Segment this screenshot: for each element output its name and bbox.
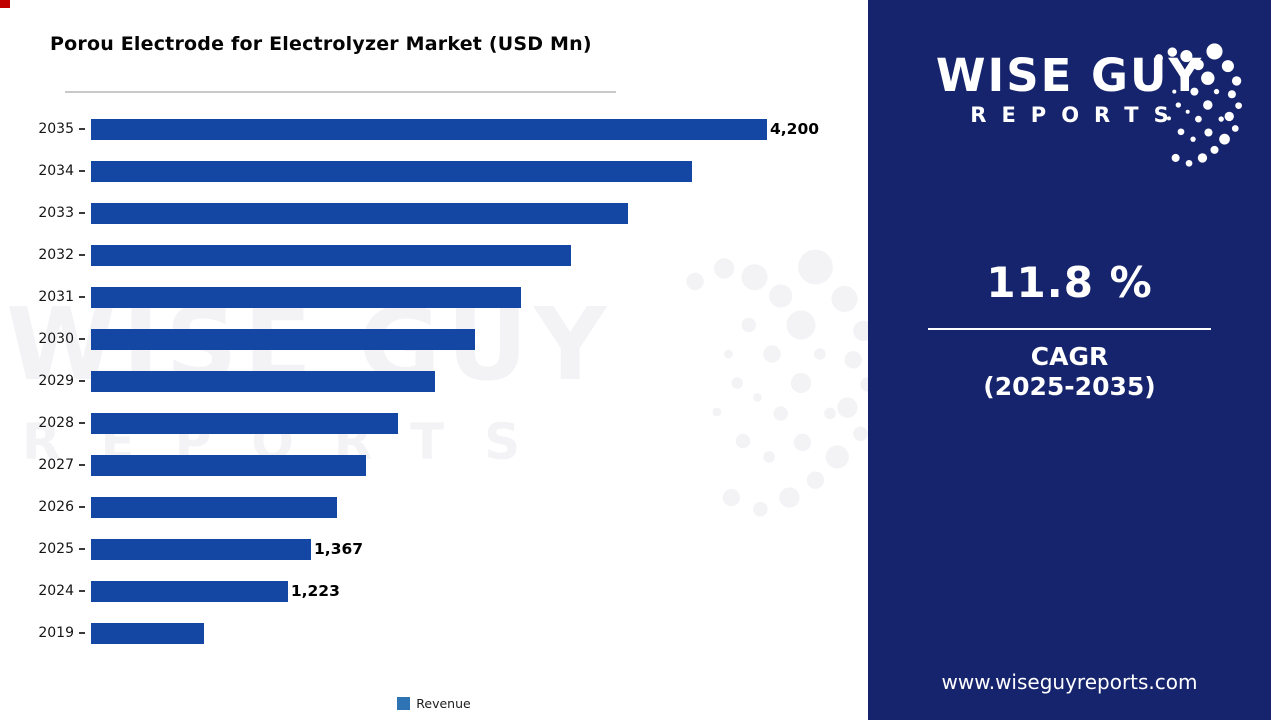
revenue-bar [91,160,692,182]
logo-text-wise-guy: WISE GUY [935,49,1204,102]
revenue-bar [91,244,572,266]
cagr-value: 11.8 % [986,258,1153,307]
cagr-label: CAGR (2025-2035) [868,342,1271,402]
bar-row: 2031 [12,276,868,318]
title-divider [65,91,616,93]
cagr-divider [928,328,1211,330]
bar-row: 2029 [12,360,868,402]
year-label: 2026 [38,499,74,515]
axis-tick [79,212,85,214]
bar-row: 2025 1,367 [12,528,868,570]
corner-mark [0,0,10,8]
revenue-bar [91,286,521,308]
website-text: www.wiseguyreports.com [941,670,1198,694]
bar-value-label: 1,367 [314,540,364,558]
revenue-bar [91,622,204,644]
revenue-bar [91,202,629,224]
bar-value-label: 1,223 [290,582,340,600]
bar-row: 2024 1,223 [12,570,868,612]
bar-row: 2027 [12,444,868,486]
year-label: 2029 [38,373,74,389]
cagr-label-text: CAGR [1030,342,1109,371]
bar-row: 2019 [12,612,868,654]
axis-tick [79,422,85,424]
revenue-bar [91,580,288,602]
axis-tick [79,338,85,340]
year-label: 2031 [38,289,74,305]
bar-row: 2032 [12,234,868,276]
legend-label: Revenue [416,696,471,711]
bar-value-label: 4,200 [770,120,820,138]
year-label: 2025 [38,541,74,557]
axis-tick [79,464,85,466]
cagr-range-text: (2025-2035) [983,372,1156,401]
year-label: 2033 [38,205,74,221]
axis-tick [79,128,85,130]
bar-row: 2028 [12,402,868,444]
axis-tick [79,548,85,550]
revenue-bar [91,454,367,476]
revenue-bar [91,118,767,140]
bar-row: 2034 [12,150,868,192]
side-panel: WISE GUY REPORTS 11.8 % CAGR (2025-2035)… [868,0,1271,720]
bar-row: 2033 [12,192,868,234]
year-label: 2024 [38,583,74,599]
year-label: 2035 [38,121,74,137]
year-label: 2028 [38,415,74,431]
axis-tick [79,590,85,592]
axis-tick [79,296,85,298]
bar-row: 2026 [12,486,868,528]
year-label: 2019 [38,625,74,641]
wiseguy-logo: WISE GUY REPORTS [868,43,1271,167]
revenue-bar [91,412,399,434]
revenue-bar [91,538,312,560]
chart-title: Porou Electrode for Electrolyzer Market … [50,33,592,55]
logo-text-reports: REPORTS [970,103,1184,128]
bar-row: 2030 [12,318,868,360]
axis-tick [79,170,85,172]
revenue-bar [91,496,337,518]
bar-row: 2035 4,200 [12,108,868,150]
chart-panel: Porou Electrode for Electrolyzer Market … [0,33,868,711]
year-label: 2032 [38,247,74,263]
legend-swatch-revenue [397,697,411,710]
revenue-bar [91,328,476,350]
legend: Revenue [0,696,868,711]
year-label: 2034 [38,163,74,179]
revenue-bar [91,370,435,392]
year-label: 2030 [38,331,74,347]
bar-rows: 2035 4,200 2034 2033 2032 2031 2030 2029 2028 202… [12,108,868,654]
axis-tick [79,506,85,508]
year-label: 2027 [38,457,74,473]
axis-tick [79,632,85,634]
axis-tick [79,380,85,382]
axis-tick [79,254,85,256]
